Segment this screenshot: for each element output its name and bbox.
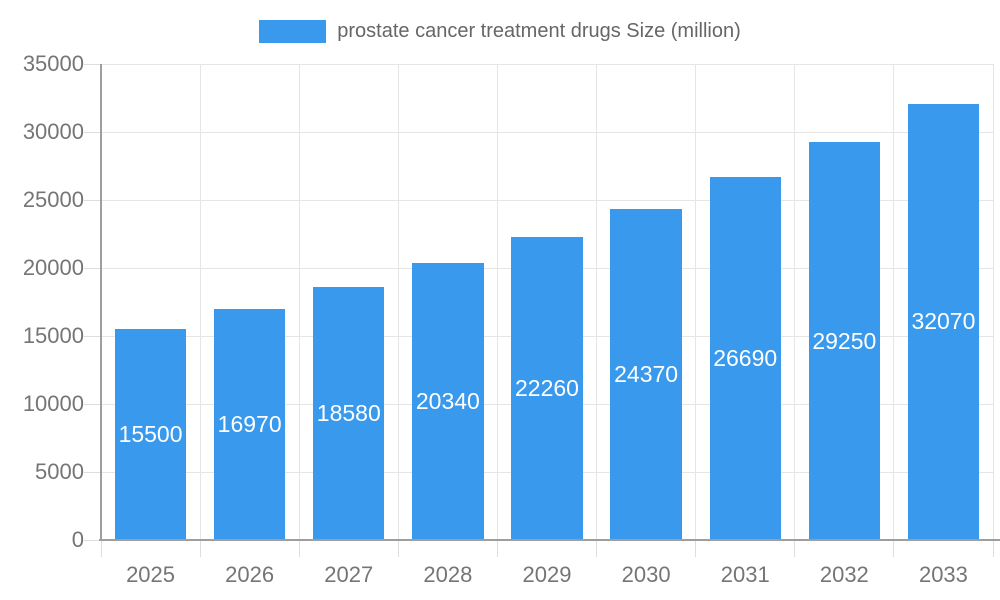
bar-2026[interactable]: 16970 [213,309,286,540]
x-tick-mark [992,540,994,557]
y-axis-label: 25000 [22,187,84,212]
y-tick-mark [84,539,101,541]
chart-legend-item[interactable]: prostate cancer treatment drugs Size (mi… [0,20,1000,43]
legend-label: prostate cancer treatment drugs Size (mi… [337,20,741,42]
y-tick-mark [84,267,101,269]
y-tick-mark [84,335,101,337]
x-tick-mark [100,540,102,557]
x-axis-label: 2025 [126,562,176,587]
plot-area: 0 5000 10000 15000 20000 25000 30000 35000 15500… [23,51,1000,587]
x-gridline [596,64,598,540]
x-axis-label: 2032 [819,562,869,587]
bar-value-label: 16970 [217,411,282,438]
bar-value-label: 26690 [713,345,778,371]
x-gridline [397,64,399,540]
y-gridline [101,63,993,65]
bar-2025[interactable]: 15500 [114,329,187,540]
x-axis-label: 2026 [225,562,275,587]
y-tick-mark [84,403,101,405]
y-axis-label: 15000 [22,323,84,348]
x-gridline [992,64,994,540]
y-tick-mark [84,471,101,473]
x-tick-mark [596,540,598,557]
x-tick-mark [298,540,300,557]
legend-swatch-icon [259,20,327,43]
x-axis-label: 2031 [720,562,770,587]
x-gridline [199,64,201,540]
x-gridline [695,64,697,540]
x-gridline [893,64,895,540]
bar-2033[interactable]: 32070 [907,103,980,540]
y-axis-label: 30000 [22,119,84,144]
x-tick-mark [695,540,697,557]
y-tick-mark [84,131,101,133]
y-tick-mark [84,63,101,65]
bar-value-label: 15500 [118,421,183,448]
bar-2027[interactable]: 18580 [313,287,385,540]
y-gridline [101,131,993,133]
y-gridline [101,199,993,201]
x-tick-mark [794,540,796,557]
bar-2028[interactable]: 20340 [412,263,484,540]
y-axis-label: 20000 [22,255,84,280]
y-axis-label: 0 [71,527,84,552]
bar-2031[interactable]: 26690 [709,177,781,540]
bar-value-label: 18580 [316,400,381,427]
x-axis-label: 2029 [522,562,572,587]
x-gridline [298,64,300,540]
y-axis-label: 10000 [22,391,84,416]
bar-value-label: 32070 [911,308,976,335]
bar-2032[interactable]: 29250 [808,142,880,540]
x-axis-line [99,539,1000,541]
bar-2030[interactable]: 24370 [610,208,682,540]
bar-value-label: 29250 [812,327,877,354]
bar-value-label: 24370 [614,360,679,387]
x-gridline [794,64,796,540]
bar-2029[interactable]: 22260 [511,237,583,540]
bar-value-label: 22260 [515,375,579,402]
y-axis-label: 5000 [35,459,84,484]
x-tick-mark [199,540,201,557]
x-axis-label: 2030 [621,562,671,587]
y-axis-label: 35000 [22,51,84,76]
x-gridline [496,64,498,540]
x-axis-label: 2028 [423,562,473,587]
x-tick-mark [397,540,399,557]
x-tick-mark [893,540,895,557]
x-axis-label: 2027 [324,562,374,587]
bar-value-label: 20340 [415,388,480,415]
y-axis-line [100,64,102,540]
x-axis-label: 2033 [918,562,968,587]
y-tick-mark [84,199,101,201]
x-tick-mark [496,540,498,557]
